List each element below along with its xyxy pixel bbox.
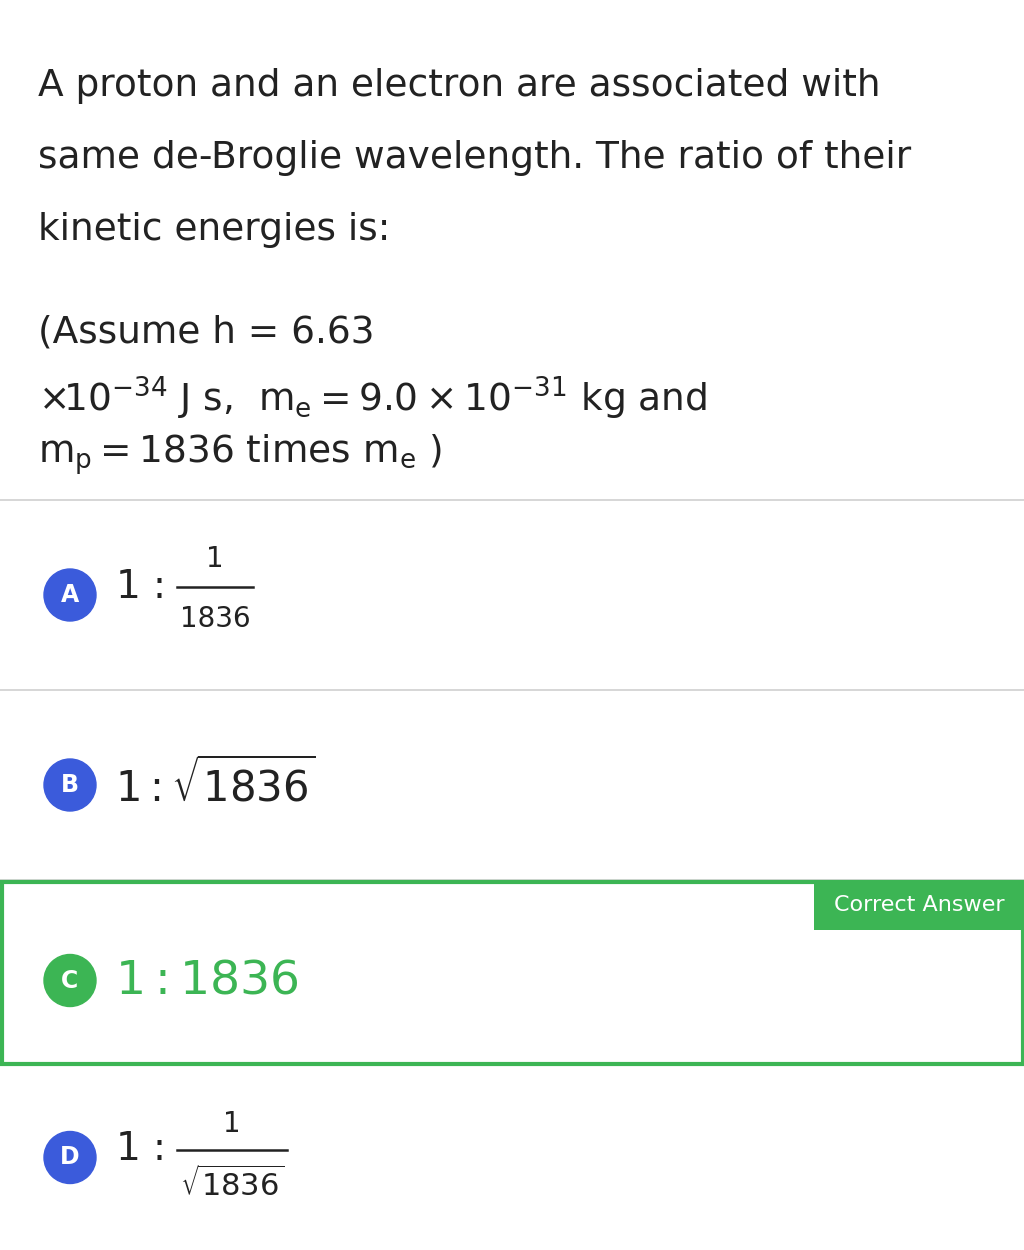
Text: $1 : \sqrt{1836}$: $1 : \sqrt{1836}$: [115, 759, 315, 811]
Bar: [0, 880, 1024, 1065]
Circle shape: [44, 759, 96, 811]
Text: $\times\!10^{-34}$ J s,  $\mathrm{m_e} = 9.0 \times 10^{-31}$ kg and: $\times\!10^{-34}$ J s, $\mathrm{m_e} = …: [38, 375, 707, 423]
Bar: [0, 500, 1024, 690]
Text: same de-Broglie wavelength. The ratio of their: same de-Broglie wavelength. The ratio of…: [38, 140, 911, 176]
Bar: [0, 690, 1024, 880]
Circle shape: [44, 569, 96, 621]
Text: 1: 1: [206, 545, 224, 572]
Bar: [0, 1065, 1024, 1250]
Text: $1 : 1836$: $1 : 1836$: [115, 958, 299, 1002]
Text: B: B: [61, 772, 79, 798]
Text: A proton and an electron are associated with: A proton and an electron are associated …: [38, 68, 881, 104]
Bar: [814, 880, 1024, 930]
Bar: [0, 0, 1024, 500]
Text: kinetic energies is:: kinetic energies is:: [38, 213, 390, 248]
Text: Correct Answer: Correct Answer: [834, 895, 1005, 915]
Text: A: A: [60, 582, 79, 608]
Text: $\mathrm{m_p} = 1836$ times $\mathrm{m_e}$ ): $\mathrm{m_p} = 1836$ times $\mathrm{m_e…: [38, 432, 441, 476]
Text: (Assume h = 6.63: (Assume h = 6.63: [38, 315, 375, 351]
Text: C: C: [61, 969, 79, 992]
Text: $\sqrt{1836}$: $\sqrt{1836}$: [180, 1165, 285, 1201]
Text: $1$ :: $1$ :: [115, 568, 163, 606]
Circle shape: [44, 1131, 96, 1184]
Text: $1$ :: $1$ :: [115, 1130, 163, 1169]
Circle shape: [44, 955, 96, 1006]
Text: 1: 1: [223, 1110, 241, 1138]
Bar: [1, 881, 1023, 1064]
Text: D: D: [60, 1145, 80, 1170]
Text: 1836: 1836: [179, 605, 250, 632]
